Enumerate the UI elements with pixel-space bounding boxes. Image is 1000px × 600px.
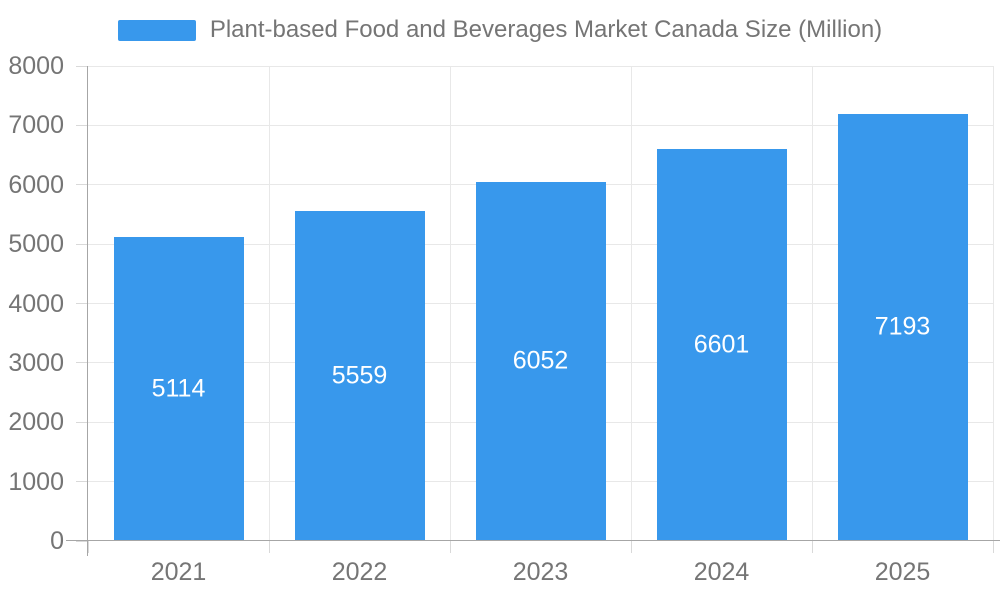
y-tick (76, 481, 88, 483)
x-axis-label: 2022 (331, 558, 388, 586)
x-tick (992, 541, 994, 553)
x-tick (811, 541, 813, 553)
x-axis-label: 2025 (874, 558, 931, 586)
y-gridline (88, 65, 993, 67)
y-axis-line (86, 66, 88, 556)
legend-swatch (117, 19, 196, 41)
x-axis-label: 2021 (150, 558, 207, 586)
bar-2023[interactable]: 6052 (475, 181, 606, 541)
x-gridline (268, 66, 270, 541)
bar-value-label: 7193 (874, 312, 931, 341)
x-tick (449, 541, 451, 553)
x-tick (268, 541, 270, 553)
y-axis-label: 4000 (8, 289, 64, 318)
y-axis-label: 2000 (8, 408, 64, 437)
bar-value-label: 5114 (151, 374, 206, 403)
bar-2022[interactable]: 5559 (294, 210, 425, 541)
legend-label: Plant-based Food and Beverages Market Ca… (209, 16, 883, 43)
y-tick (76, 184, 88, 186)
x-axis-label: 2023 (512, 558, 569, 586)
x-tick (630, 541, 632, 553)
bar-value-label: 6601 (693, 330, 750, 359)
bar-2021[interactable]: 5114 (113, 237, 244, 541)
bar-2024[interactable]: 6601 (656, 149, 787, 541)
y-tick (76, 540, 88, 542)
y-axis-label: 8000 (8, 52, 64, 80)
y-tick (76, 303, 88, 304)
bar-value-label: 6052 (512, 346, 569, 375)
x-gridline (449, 66, 451, 541)
x-gridline (630, 66, 632, 541)
x-gridline (811, 66, 813, 541)
y-tick (76, 243, 88, 245)
x-gridline (992, 66, 994, 541)
y-axis-label: 3000 (8, 348, 64, 377)
y-tick (76, 124, 88, 126)
x-tick (87, 541, 89, 553)
bar-2025[interactable]: 7193 (837, 113, 968, 541)
y-tick (76, 65, 88, 67)
x-axis-label: 2024 (693, 558, 750, 586)
y-gridline (88, 124, 993, 126)
y-tick (76, 421, 88, 423)
x-axis-line (66, 539, 1000, 541)
legend[interactable]: Plant-based Food and Beverages Market Ca… (0, 16, 1000, 44)
y-axis-label: 1000 (8, 467, 64, 496)
y-axis-label: 0 (50, 527, 64, 555)
y-axis-label: 7000 (8, 111, 64, 140)
bar-value-label: 5559 (331, 361, 388, 390)
y-axis-label: 6000 (8, 170, 64, 199)
y-axis-label: 5000 (8, 230, 64, 259)
y-tick (76, 362, 88, 364)
